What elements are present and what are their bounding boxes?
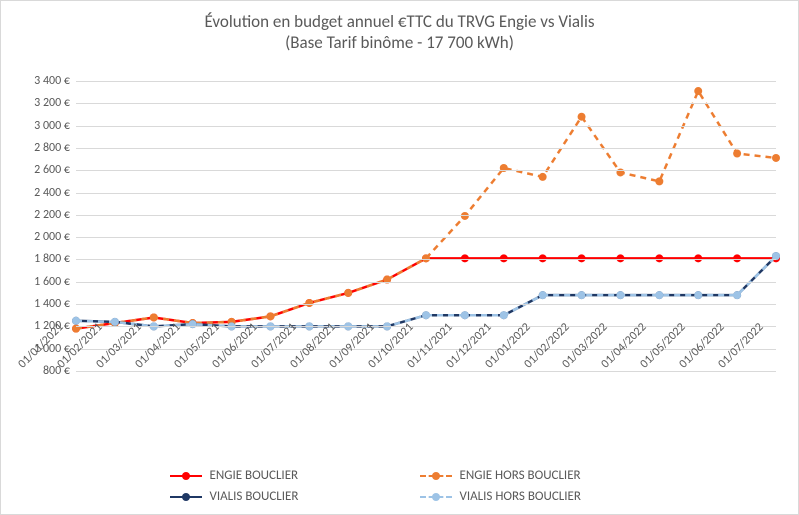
legend-item: ENGIE BOUCLIER: [170, 468, 380, 483]
series-marker: [461, 311, 469, 319]
gridline: [76, 103, 776, 104]
y-axis-label: 3 000 €: [34, 119, 76, 133]
gridline: [76, 170, 776, 171]
y-axis-label: 2 000 €: [34, 230, 76, 244]
gridline: [76, 237, 776, 238]
series-marker: [422, 254, 430, 262]
chart-title-line2: (Base Tarif binôme - 17 700 kWh): [1, 32, 798, 53]
series-marker: [344, 289, 352, 297]
series-marker: [539, 173, 547, 181]
series-marker: [500, 311, 508, 319]
y-axis-label: 2 400 €: [34, 186, 76, 200]
legend-label: ENGIE BOUCLIER: [210, 468, 299, 483]
series-marker: [655, 177, 663, 185]
series-marker: [266, 312, 274, 320]
series-marker: [616, 254, 624, 262]
y-axis-label: 2 200 €: [34, 208, 76, 222]
series-marker: [772, 154, 780, 162]
gridline: [76, 148, 776, 149]
gridline: [76, 282, 776, 283]
chart-title-line1: Évolution en budget annuel €TTC du TRVG …: [1, 11, 798, 32]
y-axis-label: 3 400 €: [34, 74, 76, 88]
series-marker: [422, 311, 430, 319]
series-marker: [578, 254, 586, 262]
series-marker: [733, 254, 741, 262]
series-marker: [694, 87, 702, 95]
gridline: [76, 126, 776, 127]
series-line: [76, 91, 776, 329]
y-axis-label: 1 400 €: [34, 297, 76, 311]
series-marker: [733, 291, 741, 299]
gridline: [76, 259, 776, 260]
legend-item: VIALIS HORS BOUCLIER: [420, 489, 630, 504]
series-marker: [539, 254, 547, 262]
series-marker: [655, 254, 663, 262]
legend-swatch: [420, 470, 452, 482]
legend-swatch: [170, 491, 202, 503]
y-axis-label: 1 600 €: [34, 275, 76, 289]
y-axis-label: 1 800 €: [34, 252, 76, 266]
legend-item: VIALIS BOUCLIER: [170, 489, 380, 504]
series-marker: [578, 113, 586, 121]
legend-swatch: [420, 491, 452, 503]
series-marker: [150, 313, 158, 321]
series-marker: [461, 212, 469, 220]
series-marker: [500, 254, 508, 262]
gridline: [76, 215, 776, 216]
legend-label: VIALIS HORS BOUCLIER: [460, 489, 581, 504]
series-marker: [733, 150, 741, 158]
chart-title-block: Évolution en budget annuel €TTC du TRVG …: [1, 1, 798, 54]
legend-label: ENGIE HORS BOUCLIER: [460, 468, 581, 483]
legend-item: ENGIE HORS BOUCLIER: [420, 468, 630, 483]
series-marker: [461, 254, 469, 262]
gridline: [76, 193, 776, 194]
series-marker: [539, 291, 547, 299]
series-marker: [655, 291, 663, 299]
chart-container: Évolution en budget annuel €TTC du TRVG …: [0, 0, 799, 515]
series-marker: [305, 299, 313, 307]
legend-swatch: [170, 470, 202, 482]
chart-legend: ENGIE BOUCLIER ENGIE HORS BOUCLIER VIALIS …: [1, 468, 798, 504]
y-axis-label: 2 800 €: [34, 141, 76, 155]
y-axis-label: 3 200 €: [34, 96, 76, 110]
series-marker: [616, 291, 624, 299]
series-marker: [111, 318, 119, 326]
gridline: [76, 304, 776, 305]
gridline: [76, 81, 776, 82]
legend-label: VIALIS BOUCLIER: [210, 489, 299, 504]
series-marker: [694, 254, 702, 262]
plot-area: 800 €1 000 €1 200 €1 400 €1 600 €1 800 €…: [76, 81, 776, 371]
series-marker: [694, 291, 702, 299]
y-axis-label: 2 600 €: [34, 163, 76, 177]
series-marker: [578, 291, 586, 299]
